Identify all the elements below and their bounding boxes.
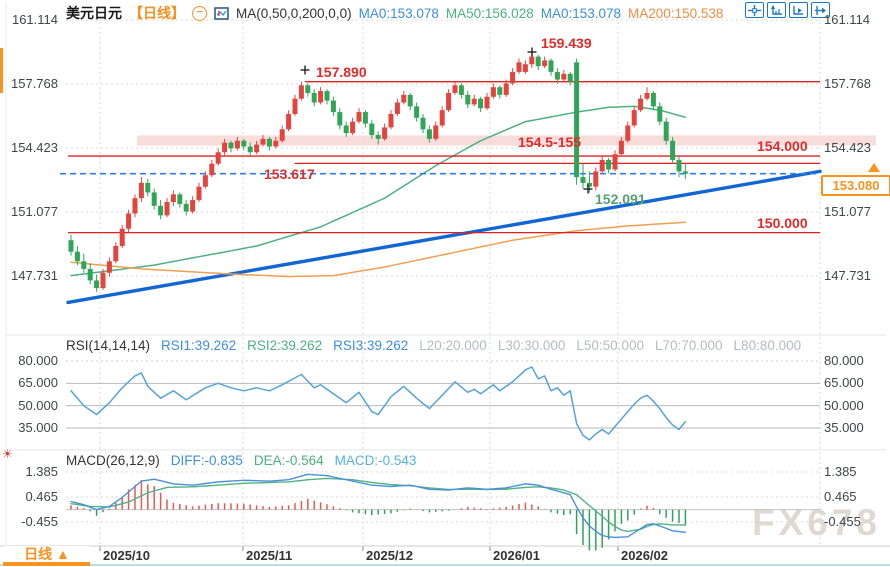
main-axis-label-left: 154.423 (11, 139, 58, 155)
main-axis-label-left: 147.731 (11, 267, 58, 283)
main-axis-label-right: 154.423 (824, 139, 871, 155)
macd-axis-label-left: 1.385 (25, 464, 58, 479)
rsi-l80-label: L80:80.000 (733, 338, 802, 353)
axis-scale-up-icon[interactable] (767, 2, 786, 18)
x-axis-label: 2025/12 (366, 548, 413, 563)
main-axis-label-left: 161.114 (11, 12, 58, 27)
rsi-axis-label-left: 50.000 (18, 397, 58, 413)
rsi-l50-label: L50:50.000 (576, 338, 644, 353)
macd-value: MACD:-0.543 (334, 453, 417, 468)
rsi1-value: RSI1:39.262 (161, 338, 237, 353)
macd-axis-label-right: -0.455 (824, 514, 861, 529)
rsi-l20-label: L20:20.000 (419, 338, 487, 353)
rsi-axis-label-left: 65.000 (18, 375, 58, 391)
x-axis-label: 2025/11 (246, 548, 293, 563)
left-edge-marker (0, 48, 3, 93)
macd-header: MACD(26,12,9) DIFF:-0.835 DEA:-0.564 MAC… (66, 453, 416, 468)
ma0-value: MA0:153.078 (358, 5, 439, 21)
rsi-header: RSI(14,14,14) RSI1:39.262 RSI2:39.262 RS… (66, 338, 801, 353)
main-axis-label-right: 157.768 (824, 76, 871, 91)
timeframe-selector-badge[interactable]: 日线 ▲ (4, 546, 90, 563)
chart-header: 美元日元 【日线】 − MA(0,50,0,200,0,0) MA0:153.0… (66, 3, 723, 23)
price-annotation: 157.890 (316, 64, 367, 80)
rsi-axis-label-left: 80.000 (18, 353, 58, 368)
timeframe-label: 【日线】 (129, 5, 185, 21)
rsi-axis-label-right: 35.000 (824, 420, 864, 435)
x-axis-label: 2026/01 (493, 548, 540, 563)
rsi-l30-label: L30:30.000 (497, 338, 566, 353)
rsi-axis-label-right: 65.000 (824, 375, 864, 391)
collapse-indicator-icon[interactable]: − (192, 5, 207, 21)
price-annotation: 159.439 (541, 35, 592, 51)
x-axis-label: 2025/10 (103, 548, 150, 563)
macd-axis-label-left: 0.465 (25, 489, 58, 504)
x-axis-label: 2026/02 (621, 548, 668, 563)
main-axis-label-left: 157.768 (11, 76, 58, 91)
move-crosshair-icon[interactable] (745, 2, 764, 18)
macd-axis-label-right: 1.385 (824, 464, 857, 479)
price-annotation: 154.5-155 (518, 134, 582, 150)
rsi-l70-label: L70:70.000 (654, 338, 723, 353)
main-axis-label-left: 151.077 (11, 203, 58, 219)
rsi-axis-label-left: 35.000 (18, 420, 58, 435)
chart-toolbar (745, 2, 830, 18)
macd-settings-label: MACD(26,12,9) (66, 453, 160, 468)
axis-scale-right-icon[interactable] (789, 2, 808, 18)
rsi-settings-label: RSI(14,14,14) (66, 338, 151, 353)
indicator-settings-icon[interactable]: ☀ (2, 447, 13, 461)
ma0-value-2: MA0:153.078 (540, 5, 622, 21)
rsi-axis-label-right: 50.000 (824, 397, 864, 413)
main-axis-label-right: 147.731 (824, 267, 871, 283)
ma-settings-label: MA(0,50,0,200,0,0) (236, 5, 352, 21)
watermark: FX678 (752, 502, 882, 543)
price-annotation: 152.091 (595, 191, 646, 207)
indicator-chart-icon[interactable] (214, 6, 229, 20)
timeframe-badge-underline (3, 562, 90, 566)
price-annotation: 154.000 (757, 138, 808, 154)
diff-value: DIFF:-0.835 (170, 453, 243, 468)
price-alert-arrow-icon (868, 163, 880, 172)
rsi2-value: RSI2:39.262 (247, 338, 323, 353)
current-price-tag: 153.080 (821, 175, 890, 196)
ma50-value: MA50:156.028 (445, 5, 534, 21)
rsi-axis-label-right: 80.000 (824, 353, 864, 368)
symbol-title: 美元日元 (66, 5, 122, 21)
dea-value: DEA:-0.564 (253, 453, 324, 468)
ma200-value: MA200:150.538 (628, 5, 724, 21)
price-annotation: 153.617 (264, 166, 315, 182)
pan-right-icon[interactable] (811, 2, 830, 18)
macd-axis-label-right: 0.465 (824, 489, 857, 504)
rsi3-value: RSI3:39.262 (333, 338, 409, 353)
main-axis-label-right: 151.077 (824, 203, 871, 219)
main-axis-label-right: 161.114 (824, 12, 871, 27)
price-annotation: 150.000 (757, 215, 808, 231)
macd-axis-label-left: -0.455 (21, 514, 58, 529)
